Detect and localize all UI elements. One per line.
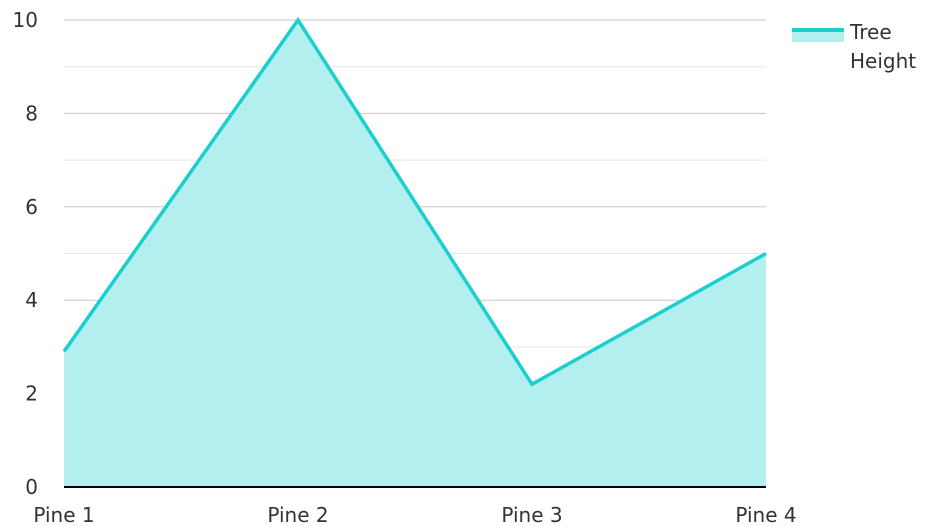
x-tick-label: Pine 1 [33,503,94,526]
y-tick-label: 10 [13,8,38,32]
x-tick-labels: Pine 1 Pine 2 Pine 3 Pine 4 [33,503,796,526]
legend: Tree Height [792,18,930,76]
y-tick-labels: 0 2 4 6 8 10 [13,8,38,499]
legend-swatch [792,28,844,42]
x-tick-label: Pine 4 [735,503,796,526]
x-tick-label: Pine 3 [501,503,562,526]
x-tick-label: Pine 2 [267,503,328,526]
y-tick-label: 0 [25,475,38,499]
y-tick-label: 2 [25,382,38,406]
y-tick-label: 8 [25,101,38,125]
legend-label-tree-height: Tree Height [850,20,917,73]
series-line-0 [62,16,767,387]
area-layer [62,16,767,487]
y-tick-label: 6 [25,195,38,219]
series-area-0 [64,20,766,487]
y-tick-label: 4 [25,288,38,312]
